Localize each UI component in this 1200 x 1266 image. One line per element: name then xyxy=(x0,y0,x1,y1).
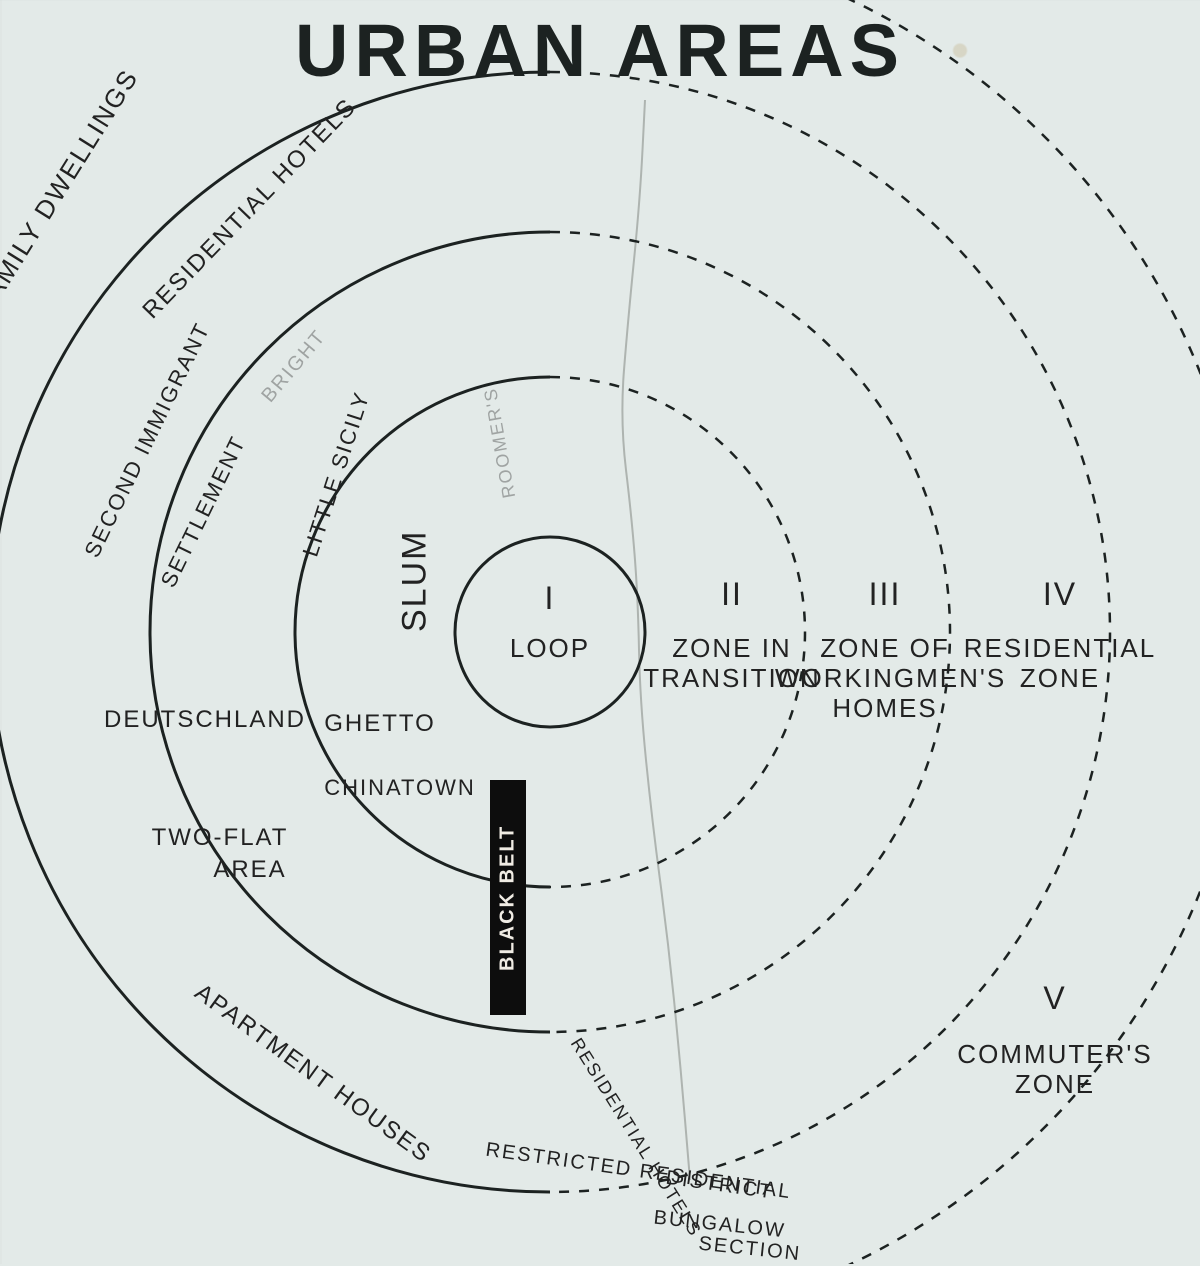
black-belt-bar: BLACK BELT xyxy=(490,780,526,1015)
zone-numeral: III xyxy=(825,576,945,613)
area-label: DEUTSCHLAND xyxy=(104,706,306,734)
area-label: TWO-FLAT xyxy=(152,824,289,852)
area-label: CHINATOWN xyxy=(324,775,476,801)
zone-numeral: V xyxy=(995,980,1115,1017)
zone-name: RESIDENTIAL ZONE xyxy=(950,634,1170,694)
area-label: GHETTO xyxy=(324,710,436,738)
zone-name: COMMUTER'S ZONE xyxy=(945,1040,1165,1100)
zone-numeral: II xyxy=(672,576,792,613)
area-label: AREA xyxy=(213,856,286,884)
area-label: SLUM xyxy=(395,530,434,632)
zone-numeral: I xyxy=(490,580,610,617)
zone-numeral: IV xyxy=(1000,576,1120,613)
